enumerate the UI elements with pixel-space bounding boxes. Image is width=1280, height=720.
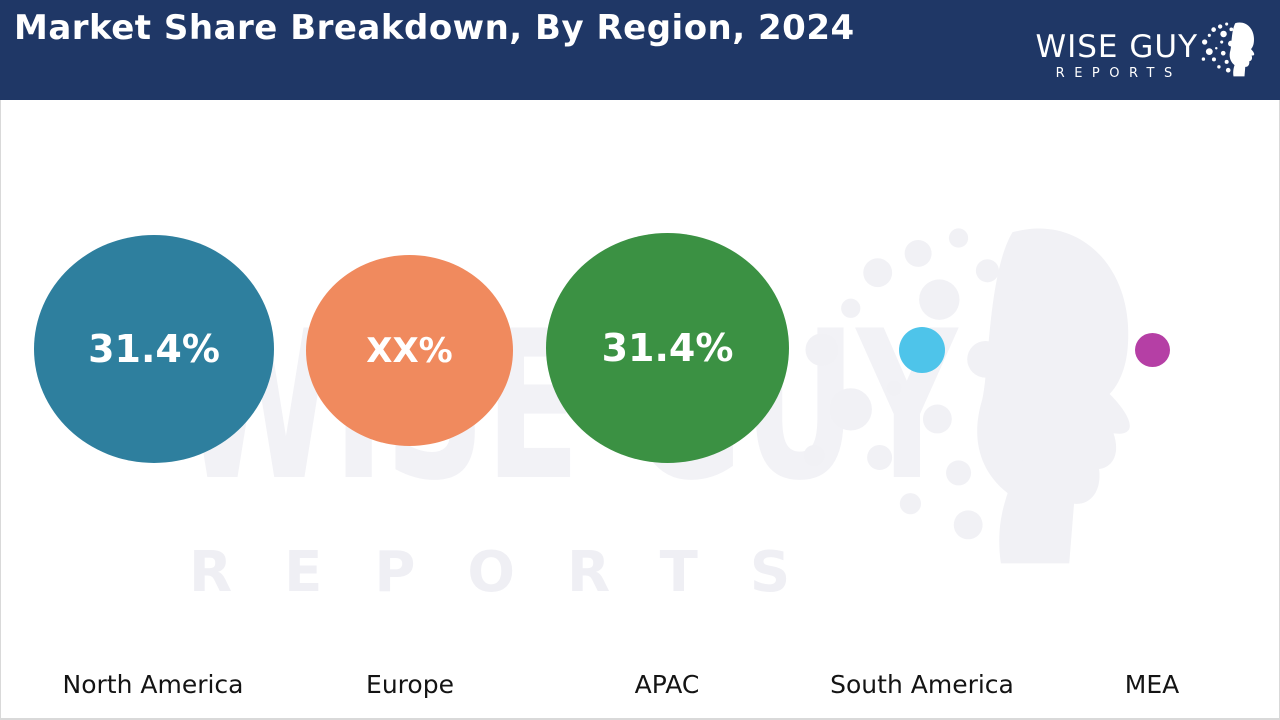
- bubble-value-label: 31.4%: [88, 327, 220, 371]
- watermark-head-icon: [803, 228, 1130, 564]
- bubble-mea: [1135, 333, 1170, 367]
- watermark-subtitle: REPORTS: [189, 540, 843, 605]
- category-label-europe: Europe: [366, 670, 454, 699]
- chart-area: WISE GUY REPORTS 31.4% XX% 31.4% North A…: [0, 100, 1280, 720]
- page-title: Market Share Breakdown, By Region, 2024: [14, 8, 855, 48]
- category-label-mea: MEA: [1124, 670, 1180, 699]
- bubble-north-america: 31.4%: [34, 235, 274, 463]
- logo-wordmark: WISE GUY: [1035, 29, 1198, 66]
- logo-subtitle: REPORTS: [1055, 65, 1182, 81]
- category-label-apac: APAC: [634, 670, 700, 699]
- header: Market Share Breakdown, By Region, 2024 …: [0, 0, 1280, 100]
- bubble-south-america: [899, 327, 945, 373]
- bubble-apac: 31.4%: [546, 233, 789, 463]
- bubble-europe: XX%: [306, 255, 513, 446]
- bubble-value-label: 31.4%: [601, 326, 734, 370]
- category-label-south-america: South America: [830, 670, 1014, 699]
- bubble-value-label: XX%: [366, 330, 453, 371]
- wise-guy-head-icon: [1201, 22, 1255, 77]
- wise-guy-logo: WISE GUY REPORTS: [1035, 6, 1262, 92]
- category-label-north-america: North America: [62, 670, 244, 699]
